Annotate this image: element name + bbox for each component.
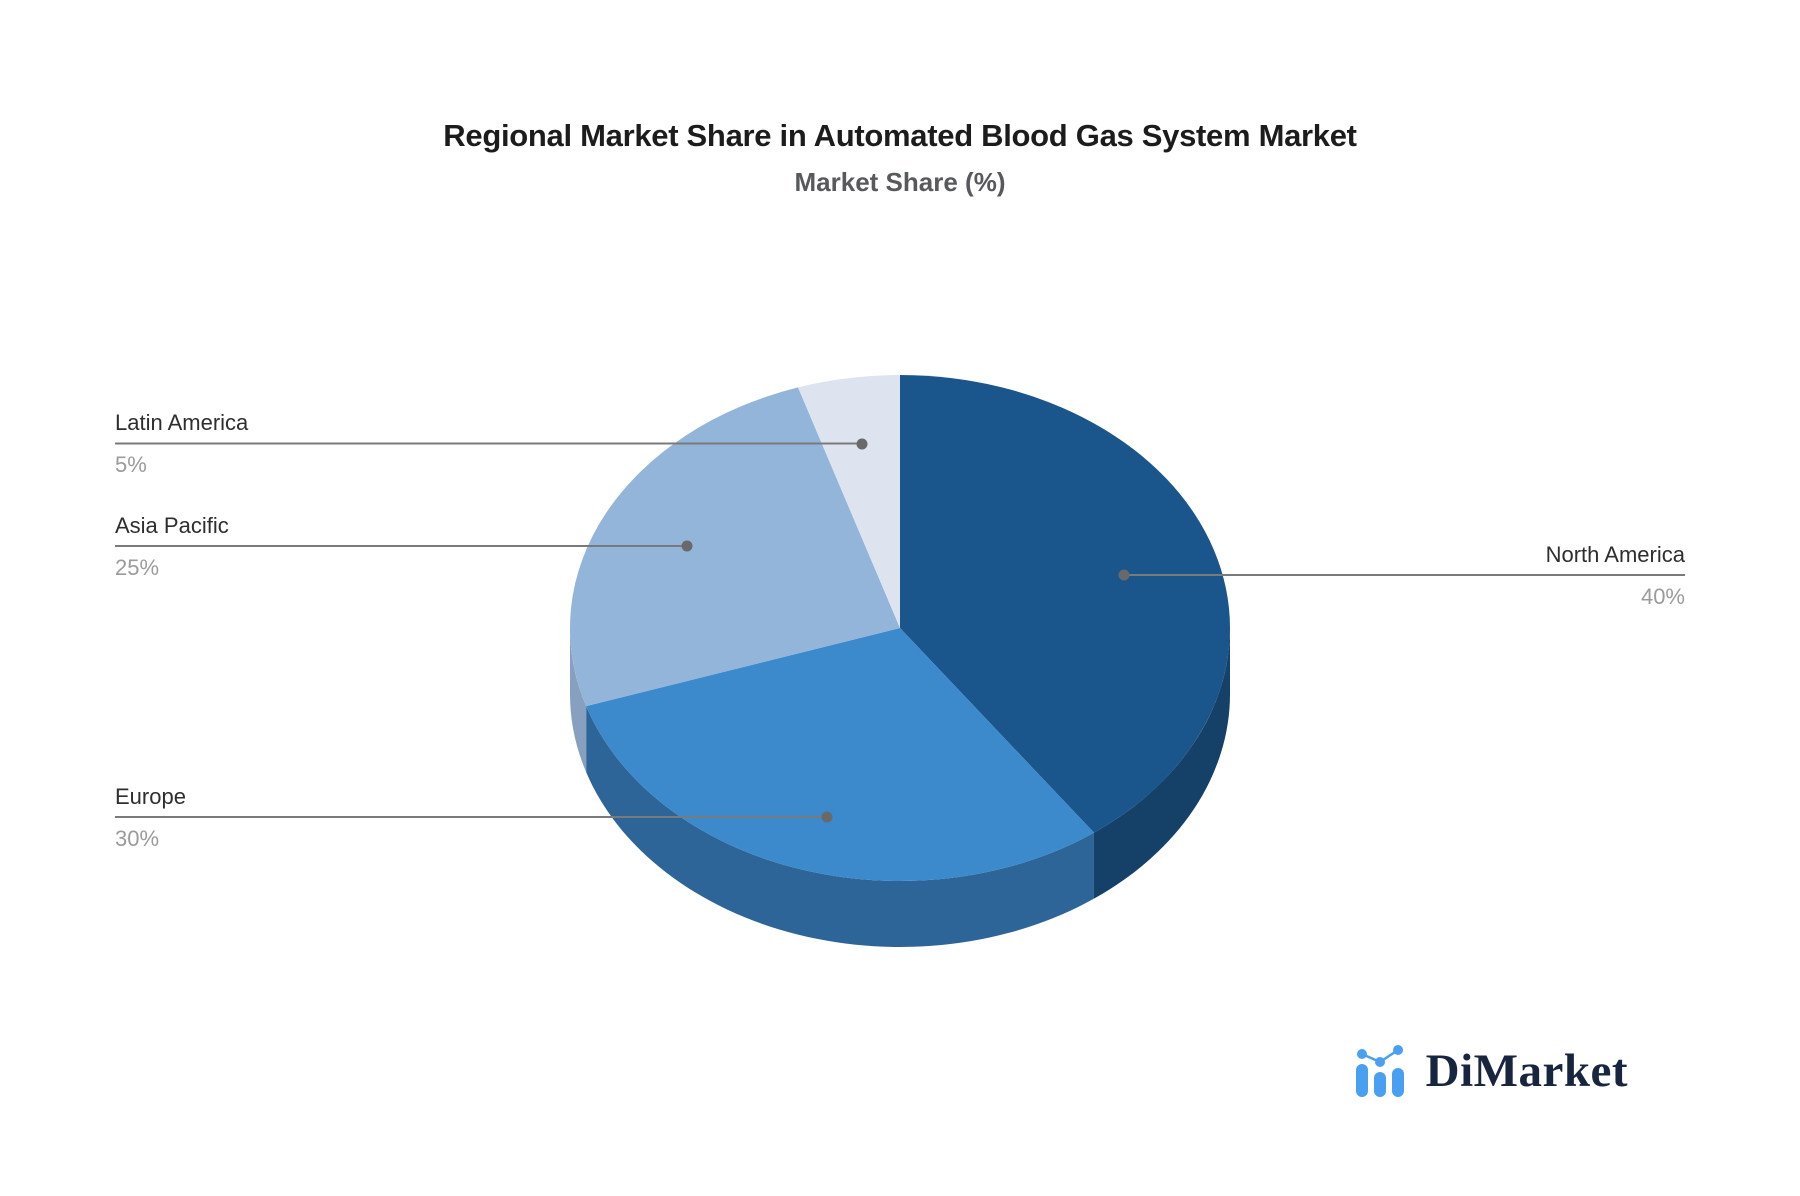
logo-dot (1392, 1045, 1403, 1055)
logo-bar (1355, 1064, 1368, 1097)
pie-slice-latin-america (798, 375, 900, 628)
brand-logo: DiMarket (1352, 1040, 1628, 1102)
pie-slice-side-europe (586, 706, 1094, 947)
logo-bar (1391, 1068, 1404, 1097)
callout-dot-north-america (1118, 569, 1130, 581)
brand-name: DiMarket (1425, 1045, 1628, 1097)
chart-title: Regional Market Share in Automated Blood… (443, 118, 1357, 153)
logo-dot (1374, 1057, 1385, 1067)
chart-subtitle: Market Share (%) (794, 167, 1006, 197)
label-latin-america: Latin America (115, 410, 249, 435)
callout-dot-europe (821, 811, 833, 823)
pie-slice-north-america (900, 375, 1230, 833)
label-europe: Europe (115, 784, 186, 809)
pie-slice-asia-pacific (569, 387, 900, 707)
value-north-america: 40% (1640, 584, 1685, 609)
value-latin-america: 5% (115, 452, 147, 477)
callout-dot-asia-pacific (681, 540, 693, 552)
label-asia-pacific: Asia Pacific (115, 513, 229, 538)
value-asia-pacific: 25% (115, 555, 160, 580)
logo-bar (1373, 1072, 1386, 1097)
pie-slice-side-asia-pacific (570, 628, 587, 773)
pie-slice-side-north-america (1093, 628, 1230, 899)
value-europe: 30% (115, 826, 160, 851)
bar-chart-logo-icon (1355, 1045, 1404, 1097)
label-north-america: North America (1545, 542, 1685, 567)
logo-dot (1356, 1049, 1367, 1059)
callout-dot-latin-america (856, 438, 868, 450)
